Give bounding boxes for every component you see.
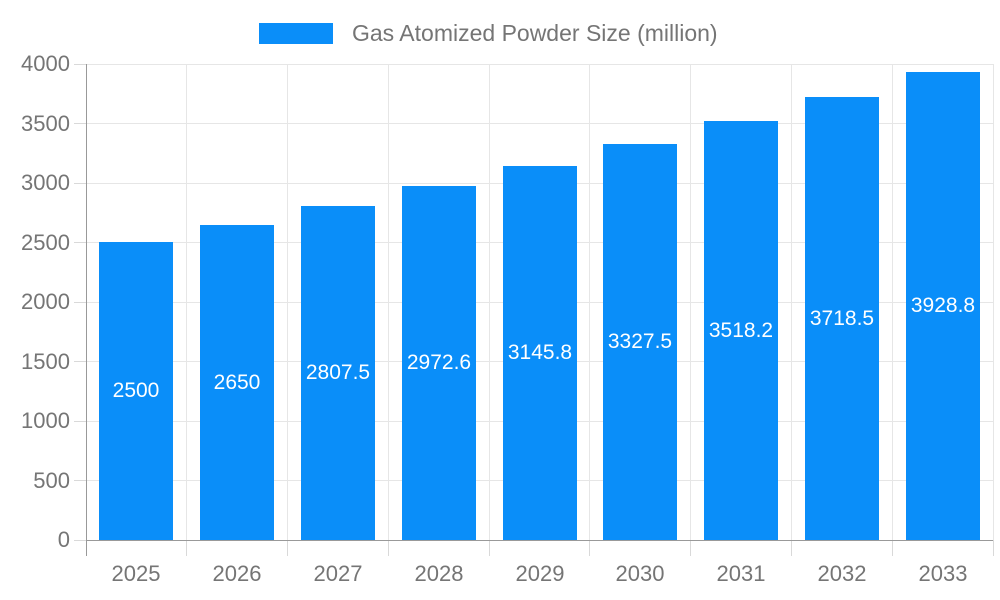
legend-label: Gas Atomized Powder Size (million) <box>352 20 718 46</box>
x-axis-tick <box>690 540 692 556</box>
y-axis-tick <box>74 182 86 184</box>
y-axis-tick <box>74 301 86 303</box>
x-tick-label: 2032 <box>817 561 867 586</box>
horizontal-gridline <box>86 123 993 124</box>
x-axis-tick <box>589 540 591 556</box>
x-tick-label: 2031 <box>716 561 766 586</box>
bar-value-label: 2500 <box>112 379 160 402</box>
y-tick-label: 4000 <box>21 51 70 76</box>
y-tick-label: 3000 <box>21 170 70 195</box>
x-axis-tick <box>387 540 389 556</box>
y-axis-tick <box>74 123 86 124</box>
y-axis-tick <box>74 242 86 243</box>
y-axis-tick <box>74 63 86 65</box>
bar-value-label: 3718.5 <box>809 307 875 330</box>
bar[interactable] <box>603 144 677 540</box>
bar-value-label: 3518.2 <box>708 319 774 342</box>
bar[interactable] <box>402 186 476 540</box>
y-axis-tick <box>74 361 86 362</box>
bar[interactable] <box>503 166 577 540</box>
y-tick-label: 2000 <box>21 289 70 314</box>
x-axis-tick <box>992 540 994 556</box>
y-tick-label: 0 <box>57 527 70 552</box>
legend-swatch[interactable] <box>259 23 333 44</box>
x-tick-label: 2030 <box>615 561 665 586</box>
y-tick-label: 3500 <box>21 110 70 136</box>
y-tick-label: 1500 <box>21 348 70 374</box>
bar[interactable] <box>805 97 879 540</box>
bar-value-label: 2650 <box>213 371 261 394</box>
y-tick-label: 1000 <box>21 408 70 433</box>
bar[interactable] <box>200 225 274 540</box>
y-axis-tick <box>74 480 86 481</box>
y-tick-label: 2500 <box>21 229 70 255</box>
bar-value-label: 3145.8 <box>507 341 573 364</box>
bar[interactable] <box>704 121 778 540</box>
bar[interactable] <box>301 206 375 540</box>
y-tick-label: 500 <box>33 467 70 493</box>
x-tick-label: 2033 <box>918 561 968 586</box>
bar-value-label: 2972.6 <box>406 351 472 374</box>
bar-value-label: 3327.5 <box>607 330 673 353</box>
x-axis-tick <box>186 540 188 556</box>
x-tick-label: 2027 <box>313 561 363 586</box>
x-axis-tick <box>488 540 490 556</box>
bar-value-label: 3928.8 <box>910 294 976 317</box>
x-tick-label: 2026 <box>212 561 262 586</box>
x-tick-label: 2029 <box>515 561 565 586</box>
x-tick-label: 2028 <box>414 561 464 586</box>
y-axis-tick <box>74 420 86 422</box>
y-axis-line <box>85 64 87 556</box>
bar[interactable] <box>906 72 980 540</box>
x-axis-tick <box>287 540 289 556</box>
x-tick-label: 2025 <box>111 561 161 586</box>
x-axis-baseline <box>86 539 993 541</box>
x-axis-tick <box>790 540 792 556</box>
x-axis-tick <box>891 540 893 556</box>
vertical-gridline <box>992 64 994 540</box>
bar-value-label: 2807.5 <box>305 361 371 384</box>
bar[interactable] <box>99 242 173 540</box>
horizontal-gridline <box>86 63 993 65</box>
y-axis-tick <box>74 539 86 541</box>
